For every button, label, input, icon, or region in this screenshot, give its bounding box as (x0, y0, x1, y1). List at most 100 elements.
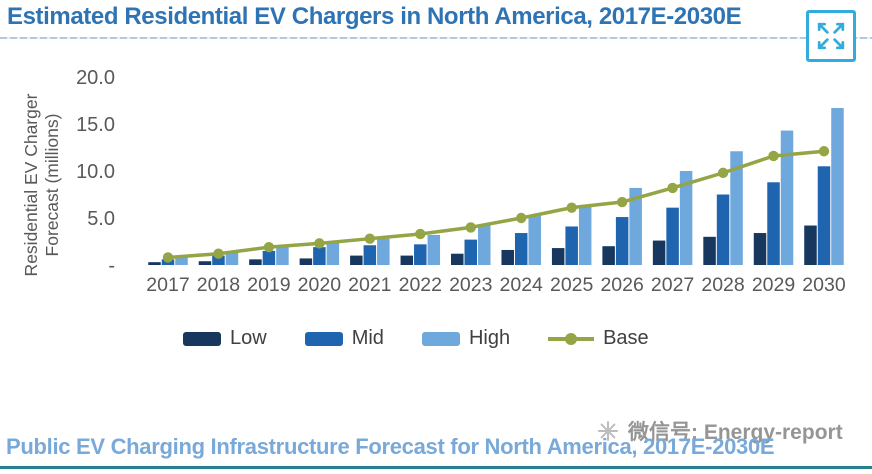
base-marker-2021 (364, 233, 376, 244)
base-marker-2029 (768, 150, 779, 162)
bar-high-2017 (175, 256, 188, 265)
base-marker-2020 (314, 238, 325, 249)
legend-label-low: Low (230, 327, 267, 349)
bar-low-2028 (703, 236, 716, 265)
base-line (167, 149, 825, 260)
bar-high-2028 (730, 151, 743, 265)
y-tick-15.0: 15.0 (76, 114, 115, 136)
y-tick-20.0: 20.0 (76, 67, 115, 89)
chart-title: Estimated Residential EV Chargers in Nor… (7, 3, 742, 30)
x-tick-2026: 2026 (600, 274, 643, 296)
bar-mid-2021 (363, 245, 377, 265)
bar-mid-2029 (767, 182, 780, 265)
bar-high-2018 (225, 252, 239, 265)
bar-mid-2026 (615, 217, 629, 265)
y-tick--: - (108, 255, 115, 277)
base-marker-2027 (667, 182, 678, 194)
y-tick-5.0: 5.0 (87, 208, 115, 230)
bar-mid-2023 (464, 239, 478, 265)
base-marker-2017 (162, 252, 174, 263)
bar-low-2021 (350, 255, 363, 265)
bar-low-2020 (299, 258, 313, 265)
base-marker-2024 (516, 212, 527, 224)
x-tick-2027: 2027 (651, 274, 694, 296)
residential-ev-chart-canvas: 20.0 15.0 10.0 5.0 - 2017 2018 2019 2020 2021 2022… (76, 67, 846, 296)
base-marker-2022 (415, 228, 426, 240)
bar-high-2022 (427, 234, 441, 265)
watermark-text: 微信号: Energy-report (628, 421, 843, 444)
base-marker-2026 (616, 196, 628, 208)
bar-mid-2030 (817, 166, 831, 265)
legend-swatch-low (183, 331, 221, 346)
bar-mid-2020 (313, 247, 326, 265)
watermark-star-icon (598, 421, 618, 441)
bar-high-2029 (780, 130, 794, 265)
title-divider (0, 37, 872, 39)
x-tick-2025: 2025 (550, 274, 594, 296)
bar-high-2026 (629, 187, 642, 265)
bar-high-2021 (377, 238, 390, 265)
bar-high-2025 (578, 205, 592, 265)
bar-low-2024 (501, 249, 514, 265)
chart-legend: Low Mid High Base (183, 327, 649, 350)
bar-low-2018 (198, 261, 212, 265)
bar-mid-2024 (514, 233, 528, 265)
legend-swatch-high (421, 331, 460, 346)
bar-mid-2022 (414, 244, 427, 265)
x-tick-2022: 2022 (399, 274, 442, 296)
legend-item-base: Base (548, 327, 649, 350)
bar-low-2022 (400, 255, 414, 265)
base-marker-2019 (263, 241, 275, 253)
x-tick-2021: 2021 (348, 274, 391, 296)
bar-high-2024 (528, 215, 541, 265)
legend-label-mid: Mid (351, 327, 384, 349)
bar-low-2025 (551, 248, 565, 265)
legend-swatch-base (548, 332, 595, 345)
bar-mid-2025 (565, 226, 578, 265)
bar-mid-2018 (212, 255, 225, 265)
bar-high-2030 (831, 108, 844, 265)
x-tick-2028: 2028 (701, 274, 744, 296)
base-marker-2028 (717, 167, 729, 179)
legend-item-low: Low (183, 327, 267, 350)
legend-swatch-mid (304, 331, 343, 346)
expand-arrows-icon (817, 22, 845, 50)
bar-low-2027 (652, 240, 666, 265)
bar-low-2019 (249, 259, 262, 265)
base-marker-2023 (465, 222, 476, 233)
next-chart-title: Public EV Charging Infrastructure Foreca… (6, 434, 775, 459)
watermark: 微信号: Energy-report (596, 416, 843, 446)
bar-high-2020 (326, 242, 340, 265)
x-tick-2017: 2017 (146, 274, 189, 296)
bar-low-2030 (804, 225, 817, 265)
y-tick-10.0: 10.0 (76, 161, 115, 183)
footer-divider (0, 466, 872, 469)
bar-low-2017 (148, 262, 161, 265)
legend-item-mid: Mid (304, 327, 384, 350)
legend-label-high: High (468, 327, 511, 349)
base-marker-2018 (213, 248, 224, 259)
x-tick-2024: 2024 (500, 274, 544, 296)
base-marker-2025 (566, 202, 577, 213)
x-tick-2023: 2023 (449, 274, 492, 296)
expand-button[interactable] (806, 10, 856, 62)
x-tick-2030: 2030 (802, 274, 846, 296)
x-tick-2029: 2029 (752, 274, 795, 296)
bar-low-2026 (602, 246, 615, 265)
bar-low-2029 (753, 233, 767, 265)
base-marker-2030 (818, 146, 830, 157)
bar-high-2023 (478, 225, 491, 265)
chart-area: 20.0 15.0 10.0 5.0 - 2017 2018 2019 2020 2021 2022… (0, 55, 872, 307)
legend-item-high: High (421, 327, 511, 350)
bar-mid-2019 (262, 250, 276, 265)
bar-mid-2027 (666, 207, 679, 265)
bar-low-2023 (451, 253, 464, 265)
x-tick-2019: 2019 (247, 274, 290, 296)
legend-label-base: Base (603, 327, 649, 349)
bar-high-2019 (276, 246, 289, 265)
bar-mid-2028 (716, 194, 730, 265)
x-tick-2018: 2018 (197, 274, 240, 296)
bar-high-2027 (679, 171, 693, 265)
x-tick-2020: 2020 (298, 274, 342, 296)
